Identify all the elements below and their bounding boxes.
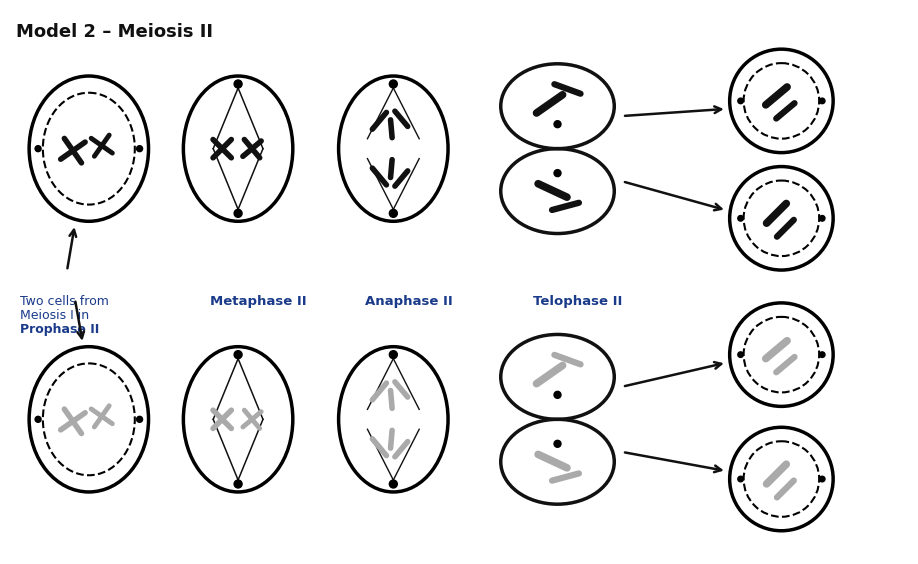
- Circle shape: [137, 416, 142, 422]
- Text: Anaphase II: Anaphase II: [365, 295, 453, 308]
- Circle shape: [389, 351, 397, 359]
- Circle shape: [389, 80, 397, 88]
- Circle shape: [738, 352, 744, 358]
- Circle shape: [554, 170, 561, 177]
- Circle shape: [820, 476, 825, 482]
- Text: Model 2 – Meiosis II: Model 2 – Meiosis II: [17, 23, 213, 41]
- Circle shape: [234, 480, 242, 488]
- Circle shape: [738, 476, 744, 482]
- Circle shape: [738, 98, 744, 104]
- Circle shape: [35, 416, 41, 422]
- Text: Meiosis I in: Meiosis I in: [20, 309, 89, 322]
- Circle shape: [738, 215, 744, 221]
- Circle shape: [137, 146, 142, 152]
- Circle shape: [820, 98, 825, 104]
- Circle shape: [234, 80, 242, 88]
- Circle shape: [234, 351, 242, 359]
- Circle shape: [820, 215, 825, 221]
- Text: Prophase II: Prophase II: [20, 323, 99, 336]
- Text: Two cells from: Two cells from: [20, 295, 109, 308]
- Circle shape: [554, 121, 561, 127]
- Text: Telophase II: Telophase II: [532, 295, 622, 308]
- Circle shape: [554, 440, 561, 447]
- Circle shape: [35, 146, 41, 152]
- Circle shape: [389, 480, 397, 488]
- Circle shape: [820, 352, 825, 358]
- Circle shape: [554, 391, 561, 398]
- Text: Metaphase II: Metaphase II: [210, 295, 307, 308]
- Circle shape: [234, 209, 242, 217]
- Circle shape: [389, 209, 397, 217]
